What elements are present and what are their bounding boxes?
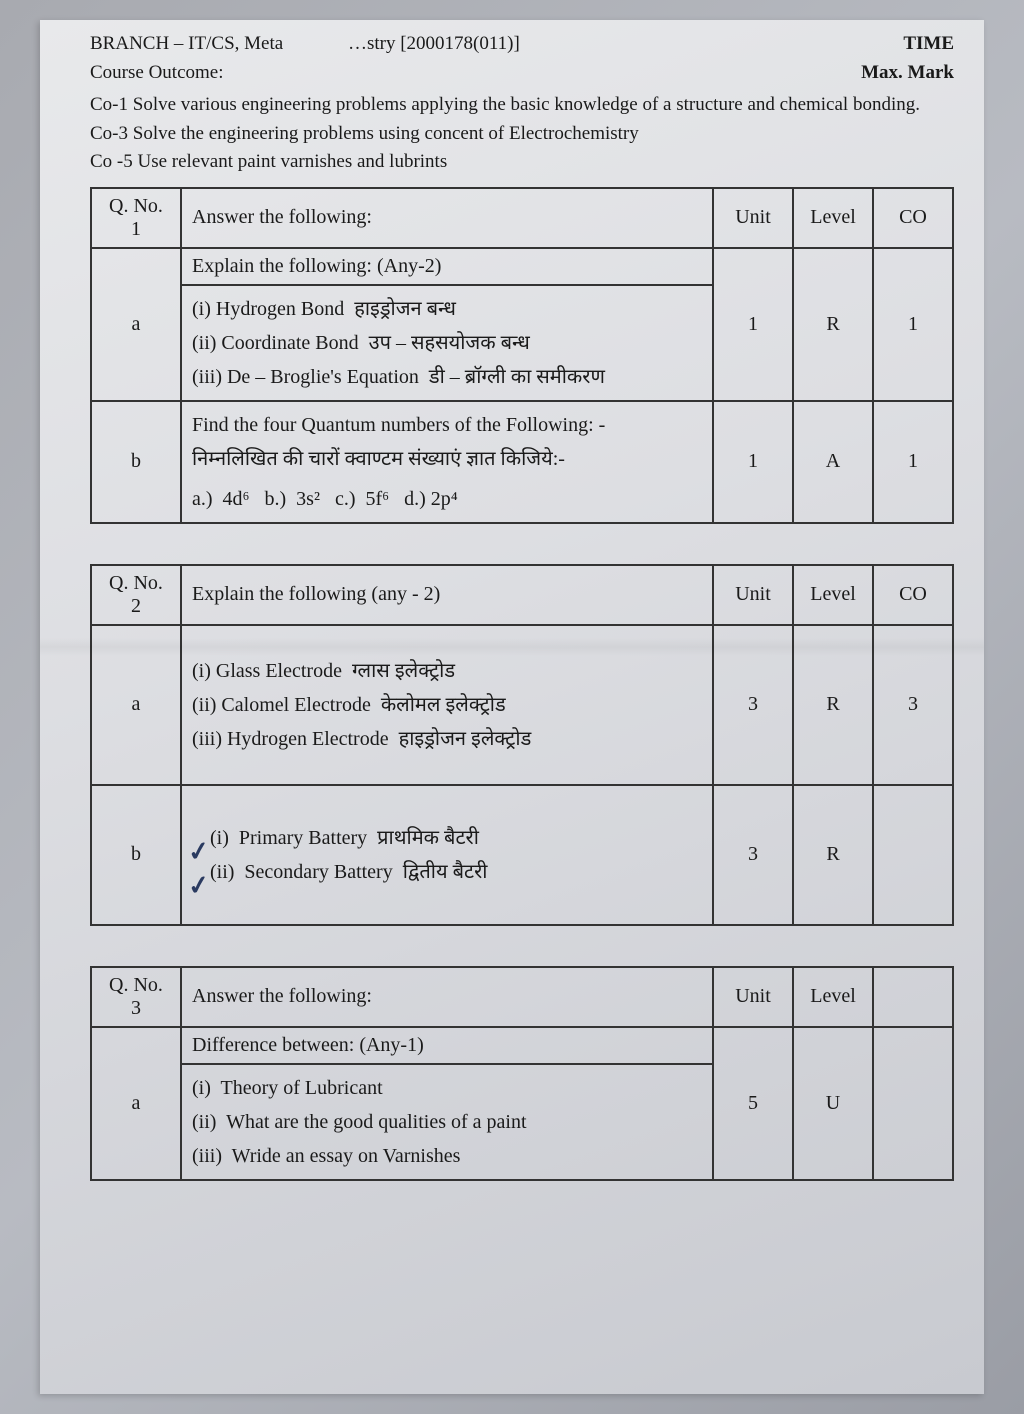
q1b-level: A	[793, 401, 873, 523]
co5-text: Co -5 Use relevant paint varnishes and l…	[90, 148, 954, 177]
question-3-table: Q. No. 3 Answer the following: Unit Leve…	[90, 966, 954, 1181]
q2a-items-text: (i) Glass Electrode ग्लास इलेक्ट्रोड (ii…	[192, 654, 702, 756]
paper-code: …stry [2000178(011)]	[348, 33, 520, 54]
q2b-item2: (ii) Secondary Battery द्वितीय बैटरी	[192, 855, 702, 889]
table-row: a (i) Glass Electrode ग्लास इलेक्ट्रोड (…	[91, 625, 953, 785]
q1-number: Q. No. 1	[91, 188, 181, 248]
col-level-header: Level	[793, 565, 873, 625]
q1b-co: 1	[873, 401, 953, 523]
q1b-options: a.) 4d⁶ b.) 3s² c.) 5f⁶ d.) 2p⁴	[192, 482, 702, 516]
q2a-items: (i) Glass Electrode ग्लास इलेक्ट्रोड (ii…	[181, 625, 713, 785]
co1-text: Co-1 Solve various engineering problems …	[90, 91, 954, 120]
header-row-2: Course Outcome: Max. Mark	[90, 59, 954, 88]
q2a-unit: 3	[713, 625, 793, 785]
q1a-items: (i) Hydrogen Bond हाइड्रोजन बन्ध (ii) Co…	[181, 285, 713, 401]
q1b-unit: 1	[713, 401, 793, 523]
question-2-table: Q. No. 2 Explain the following (any - 2)…	[90, 564, 954, 926]
col-unit-header: Unit	[713, 188, 793, 248]
q1a-heading: Explain the following: (Any-2)	[181, 248, 713, 285]
q2b-item2-text: (ii) Secondary Battery द्वितीय बैटरी	[210, 861, 487, 883]
q2b-level: R	[793, 785, 873, 925]
q1a-unit: 1	[713, 248, 793, 401]
max-mark-label: Max. Mark	[861, 59, 954, 88]
q3a-items-text: (i) Theory of Lubricant (ii) What are th…	[192, 1071, 702, 1173]
q1a-level: R	[793, 248, 873, 401]
q2a-level: R	[793, 625, 873, 785]
col-co-header	[873, 967, 953, 1027]
q2b-content: (i) Primary Battery प्राथमिक बैटरी (ii) …	[181, 785, 713, 925]
q1b-heading: Find the four Quantum numbers of the Fol…	[192, 408, 702, 442]
branch-text: BRANCH – IT/CS, Meta	[90, 33, 283, 54]
table-row: a Difference between: (Any-1) 5 U	[91, 1027, 953, 1064]
q1b-hindi: निम्नलिखित की चारों क्वाण्टम संख्याएं ज्…	[192, 442, 702, 476]
table-row: Q. No. 1 Answer the following: Unit Leve…	[91, 188, 953, 248]
time-label: TIME	[903, 30, 954, 59]
q3a-label: a	[91, 1027, 181, 1180]
q1a-co: 1	[873, 248, 953, 401]
q2a-co: 3	[873, 625, 953, 785]
q2b-label: b	[91, 785, 181, 925]
q2-title: Explain the following (any - 2)	[181, 565, 713, 625]
q2-number: Q. No. 2	[91, 565, 181, 625]
col-unit-header: Unit	[713, 967, 793, 1027]
q3a-items: (i) Theory of Lubricant (ii) What are th…	[181, 1064, 713, 1180]
table-row: b Find the four Quantum numbers of the F…	[91, 401, 953, 523]
q3-title: Answer the following:	[181, 967, 713, 1027]
col-unit-header: Unit	[713, 565, 793, 625]
q2b-co	[873, 785, 953, 925]
col-level-header: Level	[793, 967, 873, 1027]
q2b-unit: 3	[713, 785, 793, 925]
co3-text: Co-3 Solve the engineering problems usin…	[90, 120, 954, 149]
q2b-item1: (i) Primary Battery प्राथमिक बैटरी	[192, 821, 702, 855]
q1-title: Answer the following:	[181, 188, 713, 248]
col-level-header: Level	[793, 188, 873, 248]
q1b-content: Find the four Quantum numbers of the Fol…	[181, 401, 713, 523]
q1a-label: a	[91, 248, 181, 401]
col-co-header: CO	[873, 188, 953, 248]
q3a-unit: 5	[713, 1027, 793, 1180]
q2a-label: a	[91, 625, 181, 785]
table-row: Q. No. 2 Explain the following (any - 2)…	[91, 565, 953, 625]
q1b-label: b	[91, 401, 181, 523]
q2b-item1-text: (i) Primary Battery प्राथमिक बैटरी	[210, 827, 479, 849]
q1a-items-text: (i) Hydrogen Bond हाइड्रोजन बन्ध (ii) Co…	[192, 292, 702, 394]
course-outcome-label: Course Outcome:	[90, 62, 224, 83]
header-row-1: BRANCH – IT/CS, Meta …stry [2000178(011)…	[90, 30, 954, 59]
question-1-table: Q. No. 1 Answer the following: Unit Leve…	[90, 187, 954, 524]
q3a-heading: Difference between: (Any-1)	[181, 1027, 713, 1064]
table-row: b (i) Primary Battery प्राथमिक बैटरी (ii…	[91, 785, 953, 925]
exam-paper: BRANCH – IT/CS, Meta …stry [2000178(011)…	[40, 20, 984, 1394]
col-co-header: CO	[873, 565, 953, 625]
q3a-co	[873, 1027, 953, 1180]
table-row: a Explain the following: (Any-2) 1 R 1	[91, 248, 953, 285]
course-outcomes: Co-1 Solve various engineering problems …	[90, 91, 954, 177]
q3a-level: U	[793, 1027, 873, 1180]
q3-number: Q. No. 3	[91, 967, 181, 1027]
table-row: Q. No. 3 Answer the following: Unit Leve…	[91, 967, 953, 1027]
